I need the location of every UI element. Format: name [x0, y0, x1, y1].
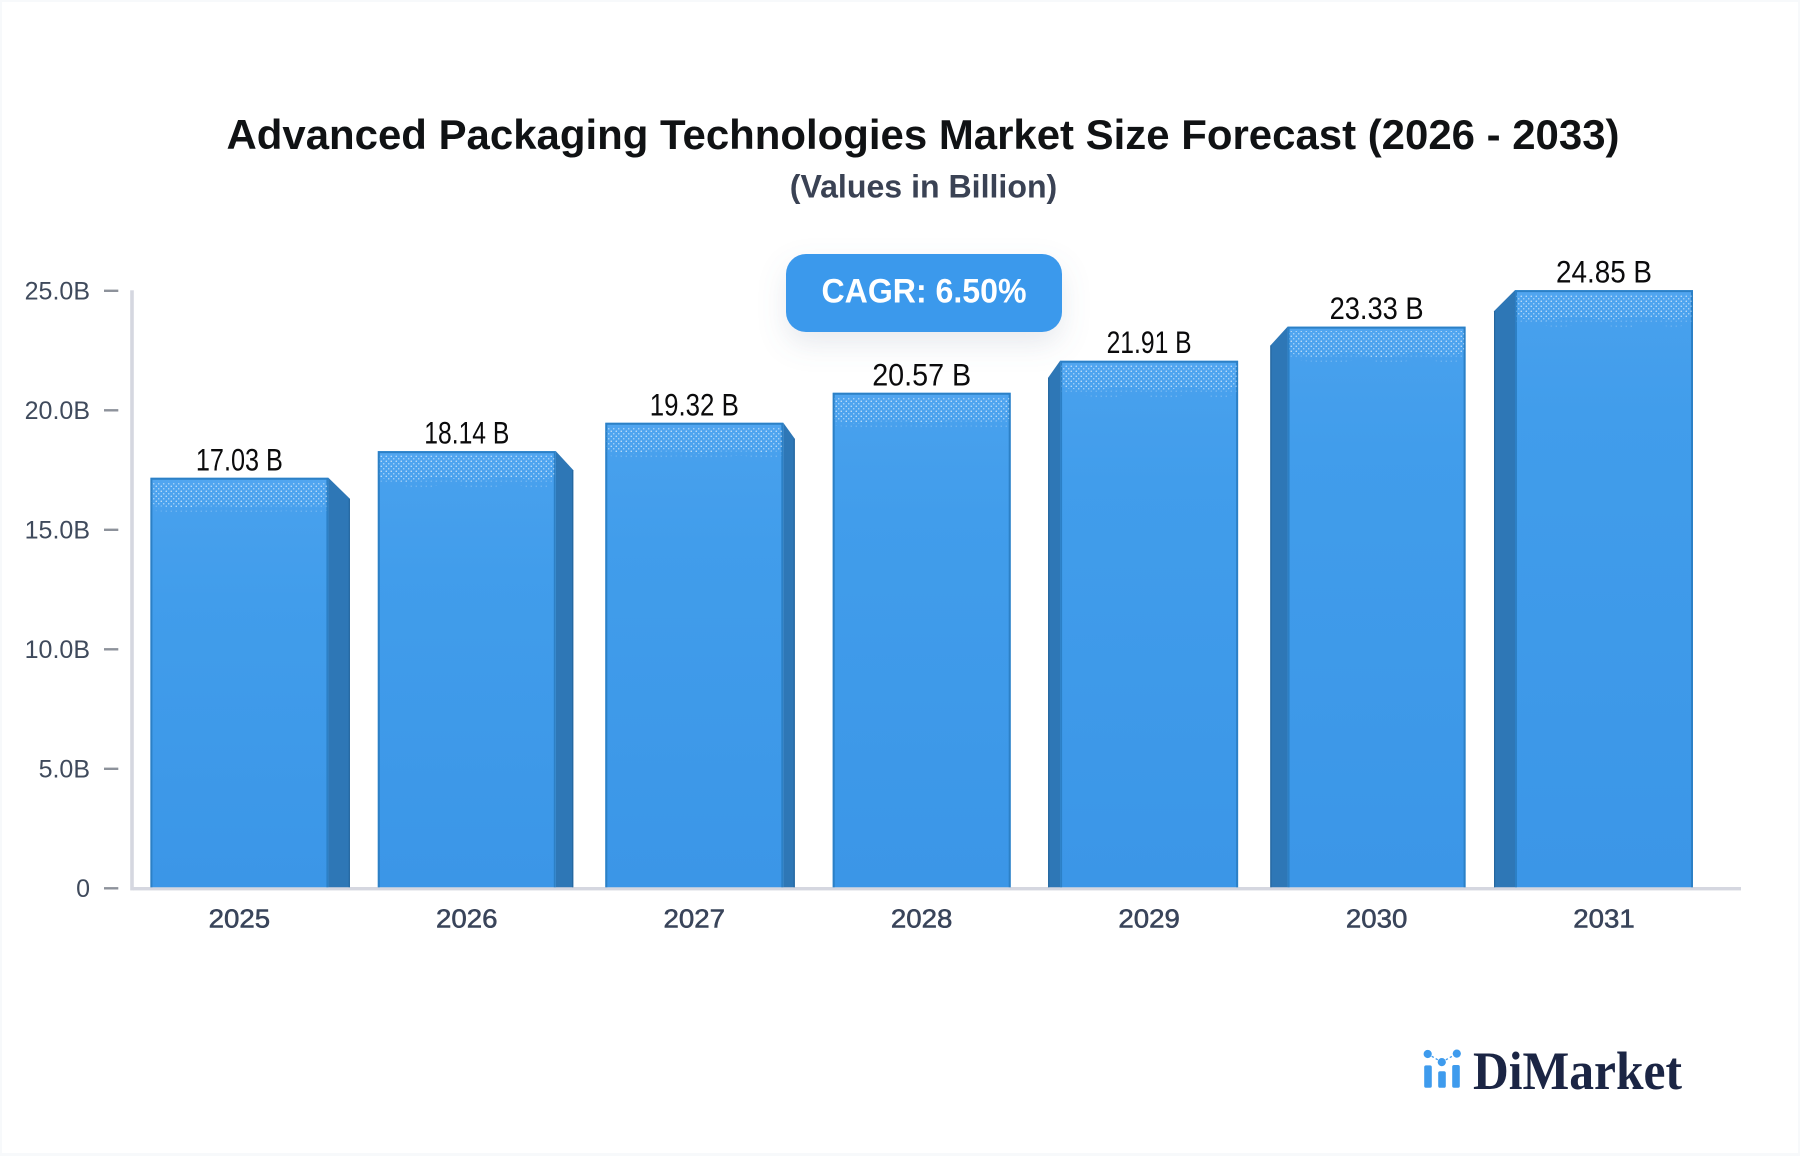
svg-text:2030: 2030 [1346, 903, 1408, 933]
svg-text:20.0B: 20.0B [25, 397, 90, 425]
svg-text:19.32 B: 19.32 B [650, 386, 739, 422]
svg-text:2031: 2031 [1573, 903, 1635, 933]
svg-text:10.0B: 10.0B [25, 636, 90, 664]
svg-text:2028: 2028 [891, 903, 953, 933]
svg-text:Advanced Packaging Technologie: Advanced Packaging Technologies Market S… [227, 111, 1620, 158]
svg-text:DiMarket: DiMarket [1473, 1041, 1682, 1101]
svg-text:2029: 2029 [1118, 903, 1180, 933]
svg-text:18.14 B: 18.14 B [424, 415, 509, 451]
svg-text:0: 0 [76, 875, 90, 903]
svg-text:17.03 B: 17.03 B [196, 441, 283, 477]
svg-text:2025: 2025 [209, 903, 271, 933]
svg-text:2027: 2027 [664, 903, 726, 933]
svg-text:21.91 B: 21.91 B [1107, 324, 1192, 360]
svg-text:25.0B: 25.0B [25, 278, 90, 306]
svg-text:2026: 2026 [436, 903, 498, 933]
svg-text:20.57 B: 20.57 B [872, 356, 971, 392]
svg-text:15.0B: 15.0B [25, 517, 90, 545]
svg-text:24.85 B: 24.85 B [1556, 254, 1652, 290]
svg-text:(Values in Billion): (Values in Billion) [790, 169, 1058, 205]
svg-text:5.0B: 5.0B [39, 756, 90, 784]
svg-text:23.33 B: 23.33 B [1330, 290, 1424, 326]
svg-text:CAGR: 6.50%: CAGR: 6.50% [822, 273, 1027, 311]
